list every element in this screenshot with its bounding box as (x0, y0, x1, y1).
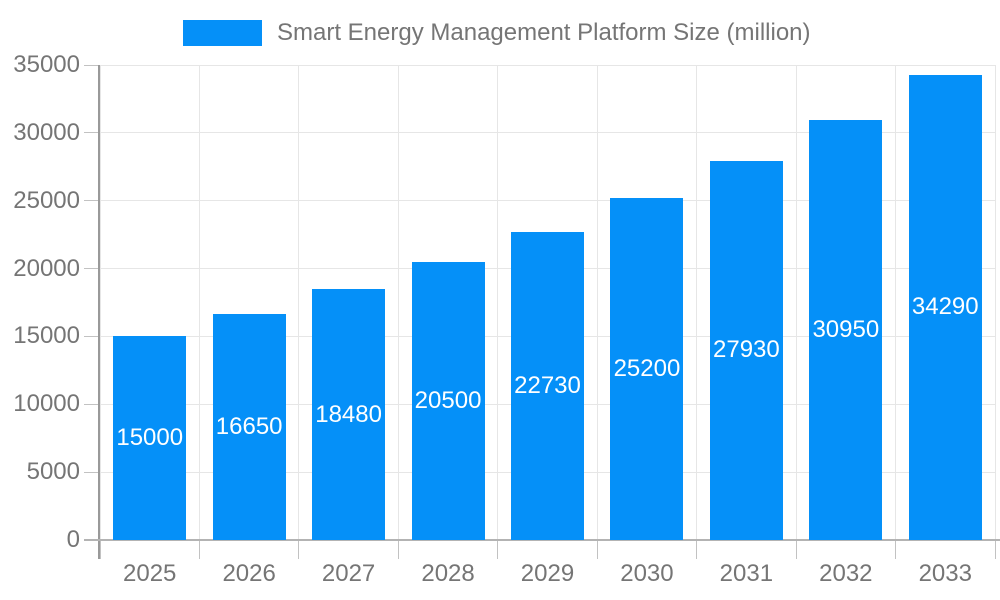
x-axis-tick (99, 540, 101, 559)
x-axis-tick-label: 2026 (222, 560, 276, 587)
bar[interactable] (610, 198, 684, 540)
x-axis-tick-label: 2030 (620, 560, 674, 587)
x-axis-tick (696, 540, 698, 559)
bar-value-label: 16650 (215, 413, 283, 441)
x-axis-tick-label: 2033 (918, 560, 972, 587)
y-axis-tick (84, 64, 100, 66)
gridline-vertical (397, 65, 399, 540)
bar[interactable] (113, 336, 187, 540)
gridline-horizontal (100, 200, 995, 202)
x-axis-tick (596, 540, 598, 559)
bar[interactable] (709, 160, 783, 540)
gridline-vertical (198, 65, 200, 540)
y-axis-tick (84, 268, 100, 270)
y-axis-tick (84, 335, 100, 337)
gridline-vertical (696, 65, 698, 540)
bar-value-label: 20500 (414, 386, 482, 414)
y-axis-tick (84, 403, 100, 405)
bar[interactable] (411, 261, 485, 540)
x-axis-tick-label: 2031 (719, 560, 774, 587)
gridline-horizontal (100, 132, 995, 134)
bar-value-label: 25200 (613, 355, 681, 382)
x-axis-tick (994, 540, 996, 559)
y-axis-tick (84, 471, 100, 473)
x-axis-tick-label: 2028 (421, 560, 475, 587)
bar-value-label: 30950 (812, 315, 880, 343)
bar-value-label: 18480 (315, 400, 382, 428)
bar-value-label: 15000 (116, 424, 184, 452)
y-axis-line (98, 65, 100, 559)
legend-label: Smart Energy Management Platform Size (m… (277, 19, 811, 46)
gridline-vertical (298, 65, 300, 540)
bar[interactable] (809, 119, 883, 540)
y-axis-tick-label: 5000 (26, 458, 80, 486)
y-axis-tick (84, 200, 100, 202)
gridline-vertical (795, 65, 797, 540)
y-axis-tick-label: 25000 (13, 186, 80, 214)
y-axis-tick-label: 10000 (13, 390, 80, 418)
x-axis-line (84, 539, 1000, 541)
gridline-vertical (497, 65, 499, 540)
x-axis-tick (895, 540, 897, 559)
gridline-vertical (895, 65, 897, 540)
bar-value-label: 27930 (713, 336, 780, 364)
x-axis-tick-label: 2027 (321, 560, 376, 587)
y-axis-tick (84, 132, 100, 134)
bar-value-label: 22730 (514, 371, 581, 399)
x-axis-tick-label: 2025 (123, 560, 177, 587)
y-axis-tick-label: 15000 (13, 322, 80, 350)
gridline-vertical (99, 65, 101, 540)
y-axis-tick-label: 20000 (13, 254, 80, 282)
x-axis-tick-label: 2032 (819, 560, 873, 587)
y-axis-tick-label: 0 (66, 526, 80, 553)
legend-swatch-icon (183, 20, 262, 46)
gridline-vertical (596, 65, 598, 540)
y-axis-tick-label: 35000 (13, 51, 80, 78)
x-axis-tick (198, 540, 200, 559)
gridline-horizontal (100, 64, 995, 66)
chart-legend[interactable]: Smart Energy Management Platform Size (m… (183, 20, 811, 46)
x-axis-tick-label: 2029 (520, 560, 575, 587)
x-axis-tick (795, 540, 797, 559)
bar[interactable] (511, 231, 584, 540)
y-axis-tick-label: 30000 (13, 118, 80, 146)
bar-value-label: 34290 (911, 293, 979, 321)
gridline-vertical (994, 65, 996, 540)
x-axis-tick (397, 540, 399, 559)
bar[interactable] (212, 314, 286, 540)
bar[interactable] (908, 74, 982, 540)
x-axis-tick (298, 540, 300, 559)
bar[interactable] (312, 289, 386, 540)
x-axis-tick (497, 540, 499, 559)
